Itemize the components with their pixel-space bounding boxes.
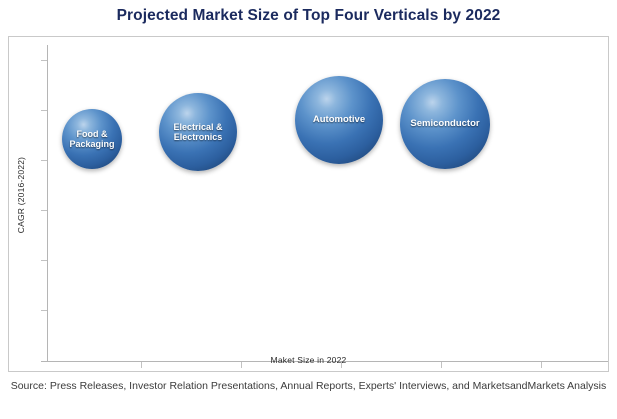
y-axis-label: CAGR (2016-2022) (16, 156, 26, 234)
y-axis-tick (41, 160, 47, 161)
y-axis-tick (41, 260, 47, 261)
x-axis-tick (541, 362, 542, 368)
x-axis-label: Maket Size in 2022 (270, 355, 347, 365)
page-title: Projected Market Size of Top Four Vertic… (116, 7, 501, 24)
x-axis-tick (241, 362, 242, 368)
bubble-electrical-electronics[interactable]: Electrical & Electronics (159, 93, 237, 171)
bubble-label: Electrical & Electronics (173, 121, 223, 142)
x-axis-line (41, 361, 608, 362)
source-note: Source: Press Releases, Investor Relatio… (10, 380, 607, 392)
y-axis-tick (41, 210, 47, 211)
x-axis-tick (441, 362, 442, 368)
bubble-label: Semiconductor (410, 117, 480, 129)
bubble-semiconductor[interactable]: Semiconductor (400, 79, 490, 169)
bubble-food-packaging[interactable]: Food & Packaging (62, 109, 122, 169)
x-axis-tick (141, 362, 142, 368)
y-axis-line (47, 45, 48, 362)
y-axis-tick (41, 110, 47, 111)
y-axis-tick (41, 310, 47, 311)
bubble-automotive[interactable]: Automotive (295, 76, 383, 164)
bubble-label: Food & Packaging (69, 128, 115, 149)
x-axis-tick (341, 362, 342, 368)
y-axis-tick (41, 60, 47, 61)
bubble-label: Automotive (312, 113, 366, 125)
